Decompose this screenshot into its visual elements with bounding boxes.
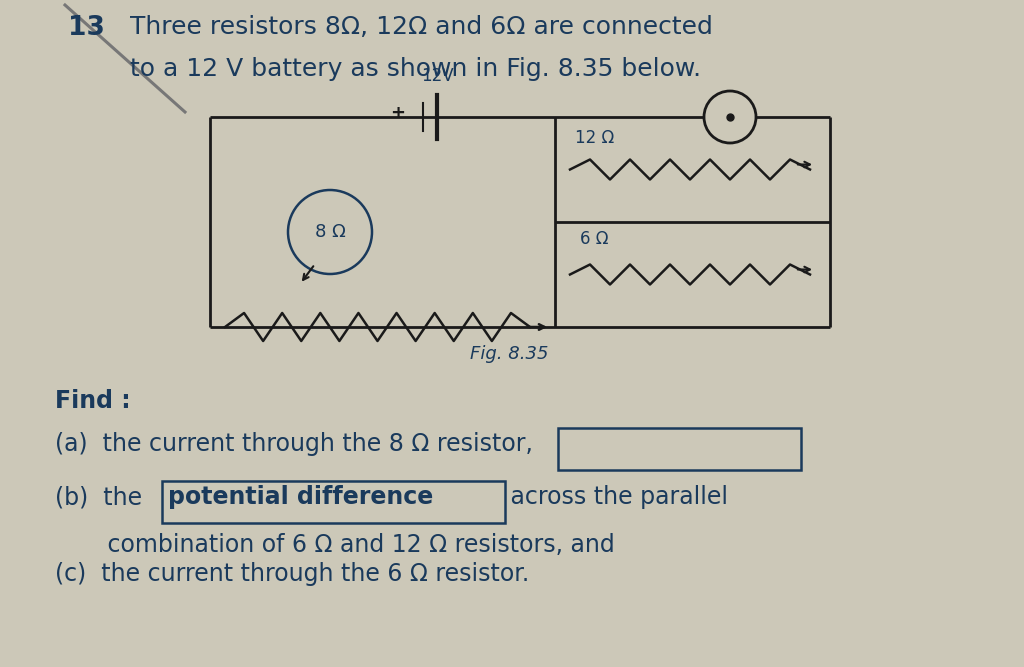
Text: Find :: Find :	[55, 389, 131, 413]
Text: 12 Ω: 12 Ω	[575, 129, 614, 147]
Text: (a)  the current through the 8 Ω resistor,: (a) the current through the 8 Ω resistor…	[55, 432, 532, 456]
Text: Three resistors 8Ω, 12Ω and 6Ω are connected: Three resistors 8Ω, 12Ω and 6Ω are conne…	[130, 15, 713, 39]
Text: combination of 6 Ω and 12 Ω resistors, and: combination of 6 Ω and 12 Ω resistors, a…	[55, 533, 614, 557]
Text: across the parallel: across the parallel	[503, 485, 728, 509]
Text: Fig. 8.35: Fig. 8.35	[470, 345, 549, 363]
Text: 12V: 12V	[421, 67, 454, 85]
Text: potential difference: potential difference	[168, 485, 433, 509]
Text: 8 Ω: 8 Ω	[314, 223, 345, 241]
Circle shape	[705, 91, 756, 143]
Circle shape	[288, 190, 372, 274]
Text: +: +	[390, 104, 406, 122]
Text: (c)  the current through the 6 Ω resistor.: (c) the current through the 6 Ω resistor…	[55, 562, 529, 586]
Text: (b)  the: (b) the	[55, 485, 150, 509]
Text: 6 Ω: 6 Ω	[580, 230, 608, 248]
Text: 13: 13	[68, 15, 104, 41]
Text: to a 12 V battery as shown in Fig. 8.35 below.: to a 12 V battery as shown in Fig. 8.35 …	[130, 57, 701, 81]
